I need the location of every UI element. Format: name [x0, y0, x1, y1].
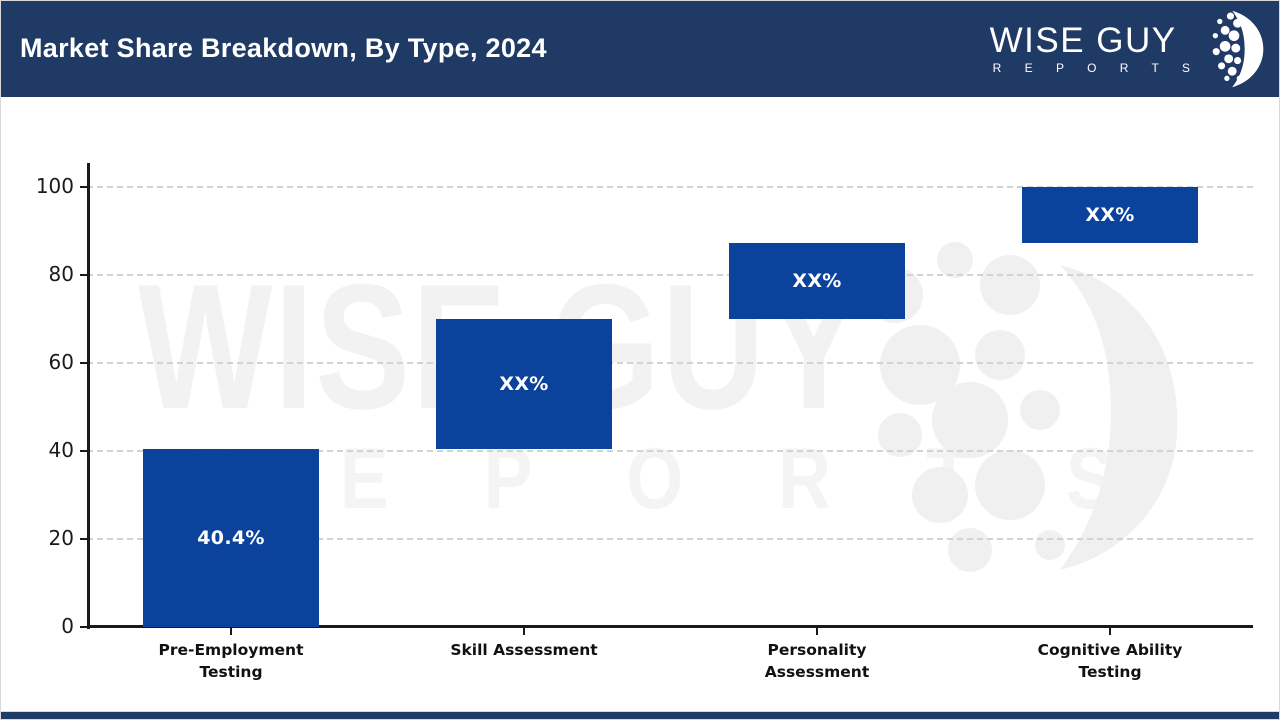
- y-tick-mark-60: [80, 362, 87, 364]
- bar-0: 40.4%: [143, 449, 319, 627]
- y-tick-mark-40: [80, 450, 87, 452]
- y-tick-mark-100: [80, 186, 87, 188]
- y-tick-label-60: 60: [48, 350, 74, 374]
- bar-value-label: XX%: [792, 269, 842, 292]
- gridline-100: [87, 186, 1253, 188]
- y-tick-mark-0: [80, 626, 87, 628]
- bar-value-label: 40.4%: [197, 527, 265, 550]
- logo-subtitle: R E P O R T S: [992, 60, 1200, 75]
- wise-guy-reports-logo: WISE GUY R E P O R T S: [990, 6, 1266, 92]
- y-tick-label-0: 0: [61, 614, 74, 638]
- gridline-20: [87, 538, 1253, 540]
- y-tick-label-100: 100: [35, 174, 74, 198]
- bar-1: XX%: [436, 319, 612, 450]
- x-tick-mark-1: [523, 628, 525, 635]
- x-tick-mark-0: [230, 628, 232, 635]
- bar-3: XX%: [1022, 187, 1198, 243]
- gridline-60: [87, 362, 1253, 364]
- logo-face-icon: [1212, 10, 1264, 87]
- x-category-label-3: Cognitive Ability Testing: [1037, 641, 1183, 681]
- watermark-face-graphic: [867, 242, 1178, 572]
- logo-wordmark: WISE GUY: [989, 20, 1177, 60]
- y-tick-label-80: 80: [48, 262, 74, 286]
- footer-bar: [0, 712, 1280, 720]
- x-tick-mark-2: [816, 628, 818, 635]
- gridline-80: [87, 274, 1253, 276]
- logo-text: WISE GUY R E P O R T S: [990, 23, 1200, 75]
- bar-value-label: XX%: [499, 373, 549, 396]
- x-axis-line: [87, 625, 1253, 628]
- gridline-40: [87, 450, 1253, 452]
- y-tick-label-20: 20: [48, 526, 74, 550]
- x-category-label-2: Personality Assessment: [764, 641, 870, 681]
- header-background: [0, 0, 1280, 97]
- x-category-label-1: Skill Assessment: [450, 641, 598, 659]
- y-tick-mark-20: [80, 538, 87, 540]
- bar-value-label: XX%: [1085, 203, 1135, 226]
- y-tick-mark-80: [80, 274, 87, 276]
- y-axis-line: [87, 163, 90, 629]
- header-bar: Market Share Breakdown, By Type, 2024 WI…: [0, 0, 1280, 97]
- x-category-label-0: Pre-Employment Testing: [158, 641, 304, 681]
- x-tick-mark-3: [1109, 628, 1111, 635]
- page-title: Market Share Breakdown, By Type, 2024: [20, 33, 547, 63]
- bar-2: XX%: [729, 242, 905, 319]
- y-tick-label-40: 40: [48, 438, 74, 462]
